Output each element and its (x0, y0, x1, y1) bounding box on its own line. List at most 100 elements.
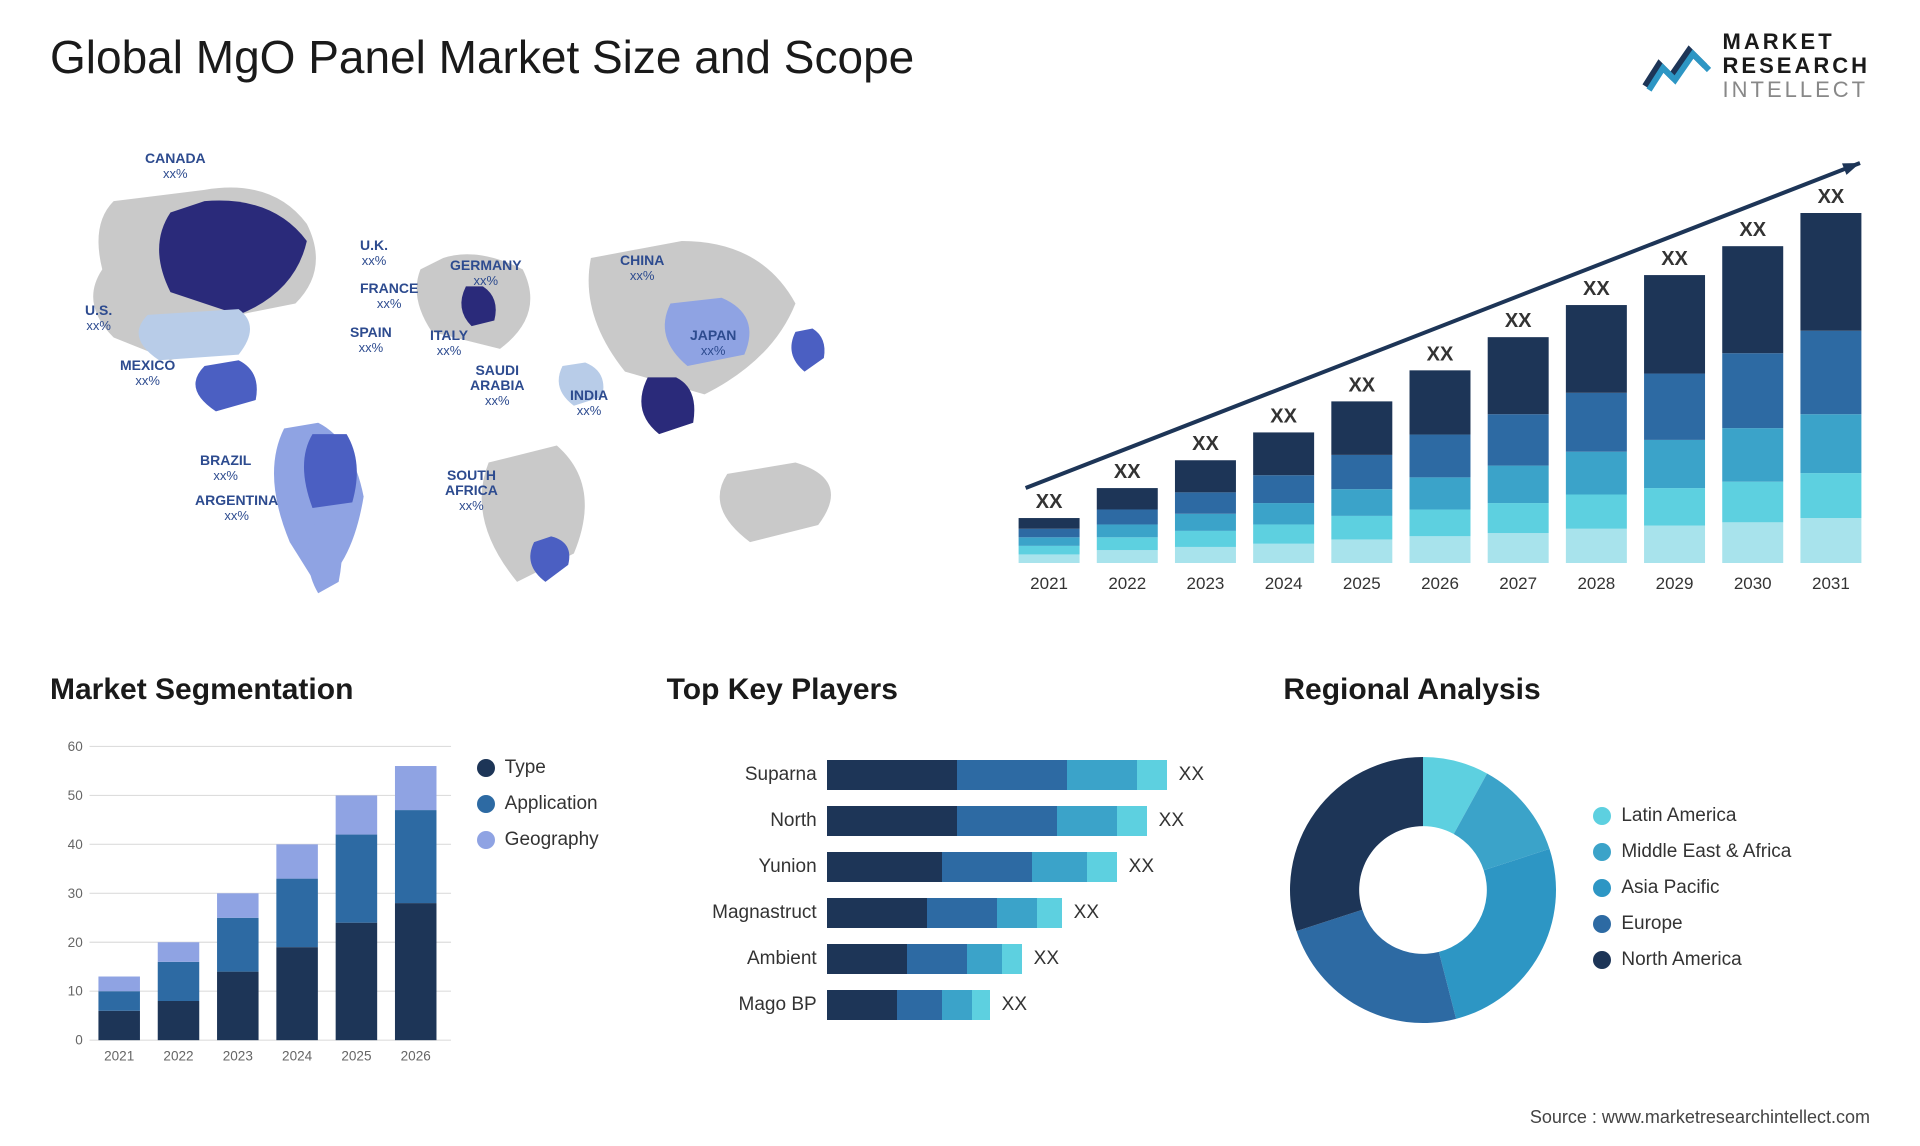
seg-legend-item: Application (477, 793, 637, 815)
player-bar-segment (1067, 760, 1137, 790)
svg-text:XX: XX (1427, 343, 1454, 365)
player-bar-segment (927, 898, 997, 928)
legend-label: Application (505, 793, 598, 815)
svg-text:XX: XX (1818, 186, 1845, 208)
segmentation-title: Market Segmentation (50, 673, 637, 707)
player-bar-segment (1002, 944, 1022, 974)
player-bar-segment (827, 944, 907, 974)
player-bar-segment (1032, 852, 1087, 882)
player-value: XX (1129, 856, 1154, 878)
svg-text:2024: 2024 (1265, 574, 1303, 593)
logo-line2: RESEARCH (1723, 54, 1870, 78)
svg-text:0: 0 (75, 1032, 83, 1047)
player-row: XX (827, 890, 1254, 936)
map-label-u-k-: U.K.xx% (360, 238, 388, 269)
seg-legend-item: Type (477, 757, 637, 779)
player-label: Yunion (667, 844, 817, 890)
regional-section: Regional Analysis Latin America Middle Ea… (1283, 673, 1870, 1053)
svg-text:XX: XX (1348, 374, 1375, 396)
player-row: XX (827, 936, 1254, 982)
legend-dot (1593, 915, 1611, 933)
player-bar-segment (942, 990, 972, 1020)
players-bars: XX XX XX XX XX XX (827, 752, 1254, 1028)
svg-text:XX: XX (1114, 461, 1141, 483)
player-label: North (667, 798, 817, 844)
players-labels: SuparnaNorthYunionMagnastructAmbientMago… (667, 752, 817, 1028)
svg-text:2031: 2031 (1812, 574, 1850, 593)
player-value: XX (1034, 948, 1059, 970)
players-section: Top Key Players SuparnaNorthYunionMagnas… (667, 673, 1254, 1053)
player-bar (827, 852, 1117, 882)
page-title: Global MgO Panel Market Size and Scope (50, 30, 914, 84)
regional-title: Regional Analysis (1283, 673, 1870, 707)
svg-text:2026: 2026 (1421, 574, 1459, 593)
player-bar-segment (827, 898, 927, 928)
player-bar-segment (827, 760, 957, 790)
player-bar-segment (897, 990, 942, 1020)
player-value: XX (1159, 810, 1184, 832)
player-label: Suparna (667, 752, 817, 798)
world-map: CANADAxx%U.S.xx%MEXICOxx%BRAZILxx%ARGENT… (50, 133, 950, 633)
main-growth-chart: XX 2021 XX 2022 XX 2023 XX 2024 XX 2025 XX 2026 XX 20… (1010, 133, 1870, 633)
map-label-mexico: MEXICOxx% (120, 358, 175, 389)
regional-donut-svg (1283, 750, 1563, 1030)
svg-text:XX: XX (1583, 278, 1610, 300)
svg-text:20: 20 (68, 934, 83, 949)
player-bar-segment (1117, 806, 1147, 836)
segmentation-legend: TypeApplicationGeography (477, 727, 637, 1071)
legend-dot (1593, 843, 1611, 861)
player-bar-segment (957, 806, 1057, 836)
svg-text:XX: XX (1661, 248, 1688, 270)
map-label-south-africa: SOUTHAFRICAxx% (445, 468, 498, 514)
main-chart-svg: XX 2021 XX 2022 XX 2023 XX 2024 XX 2025 XX 2026 XX 20… (1010, 133, 1870, 603)
player-row: XX (827, 752, 1254, 798)
player-bar-segment (1037, 898, 1062, 928)
legend-label: Latin America (1621, 805, 1736, 827)
logo-line3: INTELLECT (1723, 78, 1870, 102)
svg-text:2029: 2029 (1656, 574, 1694, 593)
segmentation-chart-svg: 0102030405060202120222023202420252026 (50, 727, 457, 1071)
regional-legend-item: Middle East & Africa (1593, 841, 1870, 863)
player-label: Ambient (667, 936, 817, 982)
svg-text:40: 40 (68, 836, 83, 851)
svg-text:XX: XX (1192, 433, 1219, 455)
map-label-u-s-: U.S.xx% (85, 303, 112, 334)
svg-text:50: 50 (68, 787, 83, 802)
svg-text:2023: 2023 (223, 1048, 253, 1063)
map-label-india: INDIAxx% (570, 388, 608, 419)
svg-text:2025: 2025 (1343, 574, 1381, 593)
svg-text:2026: 2026 (401, 1048, 431, 1063)
legend-dot (477, 831, 495, 849)
svg-text:2022: 2022 (1108, 574, 1146, 593)
player-bar-segment (827, 990, 897, 1020)
map-label-spain: SPAINxx% (350, 325, 392, 356)
legend-dot (1593, 807, 1611, 825)
player-bar (827, 898, 1062, 928)
player-row: XX (827, 798, 1254, 844)
regional-legend-item: Asia Pacific (1593, 877, 1870, 899)
svg-text:XX: XX (1270, 405, 1297, 427)
player-bar-segment (1087, 852, 1117, 882)
player-bar-segment (997, 898, 1037, 928)
svg-text:2023: 2023 (1187, 574, 1225, 593)
legend-label: Middle East & Africa (1621, 841, 1791, 863)
svg-text:2022: 2022 (163, 1048, 193, 1063)
player-bar (827, 990, 990, 1020)
player-bar (827, 944, 1022, 974)
legend-label: Asia Pacific (1621, 877, 1719, 899)
legend-dot (1593, 879, 1611, 897)
player-row: XX (827, 844, 1254, 890)
map-label-japan: JAPANxx% (690, 328, 736, 359)
map-label-france: FRANCExx% (360, 281, 418, 312)
svg-text:2025: 2025 (341, 1048, 371, 1063)
svg-text:2030: 2030 (1734, 574, 1772, 593)
svg-text:2021: 2021 (1030, 574, 1068, 593)
map-label-canada: CANADAxx% (145, 151, 206, 182)
player-bar-segment (907, 944, 967, 974)
segmentation-section: Market Segmentation 01020304050602021202… (50, 673, 637, 1053)
player-bar-segment (827, 806, 957, 836)
player-bar-segment (1137, 760, 1167, 790)
player-row: XX (827, 982, 1254, 1028)
logo-icon (1641, 36, 1711, 96)
svg-text:XX: XX (1739, 219, 1766, 241)
